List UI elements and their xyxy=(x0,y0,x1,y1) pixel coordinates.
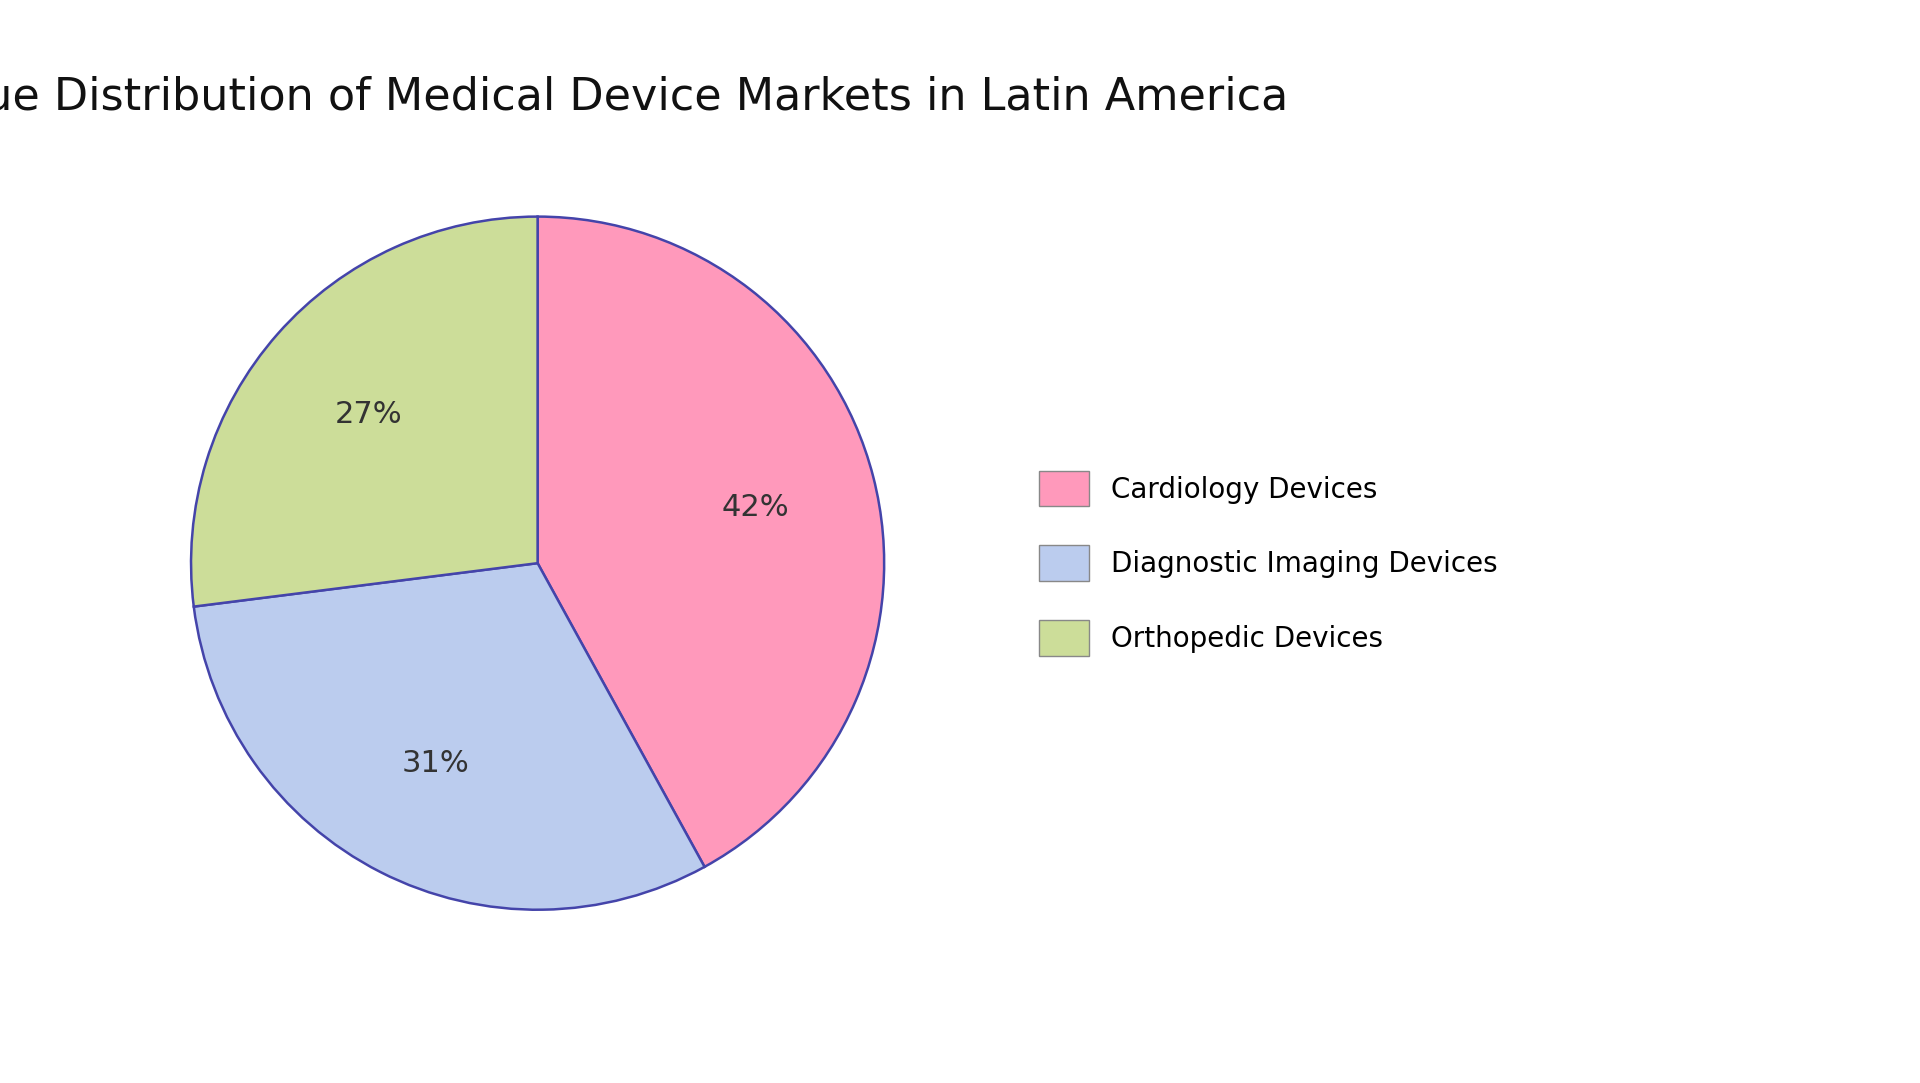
Text: Revenue Distribution of Medical Device Markets in Latin America: Revenue Distribution of Medical Device M… xyxy=(0,76,1288,119)
Text: 27%: 27% xyxy=(334,400,403,429)
Wedge shape xyxy=(194,563,705,910)
Text: 42%: 42% xyxy=(722,493,789,522)
Wedge shape xyxy=(192,217,538,606)
Text: 31%: 31% xyxy=(401,749,468,779)
Wedge shape xyxy=(538,217,883,866)
Legend: Cardiology Devices, Diagnostic Imaging Devices, Orthopedic Devices: Cardiology Devices, Diagnostic Imaging D… xyxy=(1027,459,1509,667)
